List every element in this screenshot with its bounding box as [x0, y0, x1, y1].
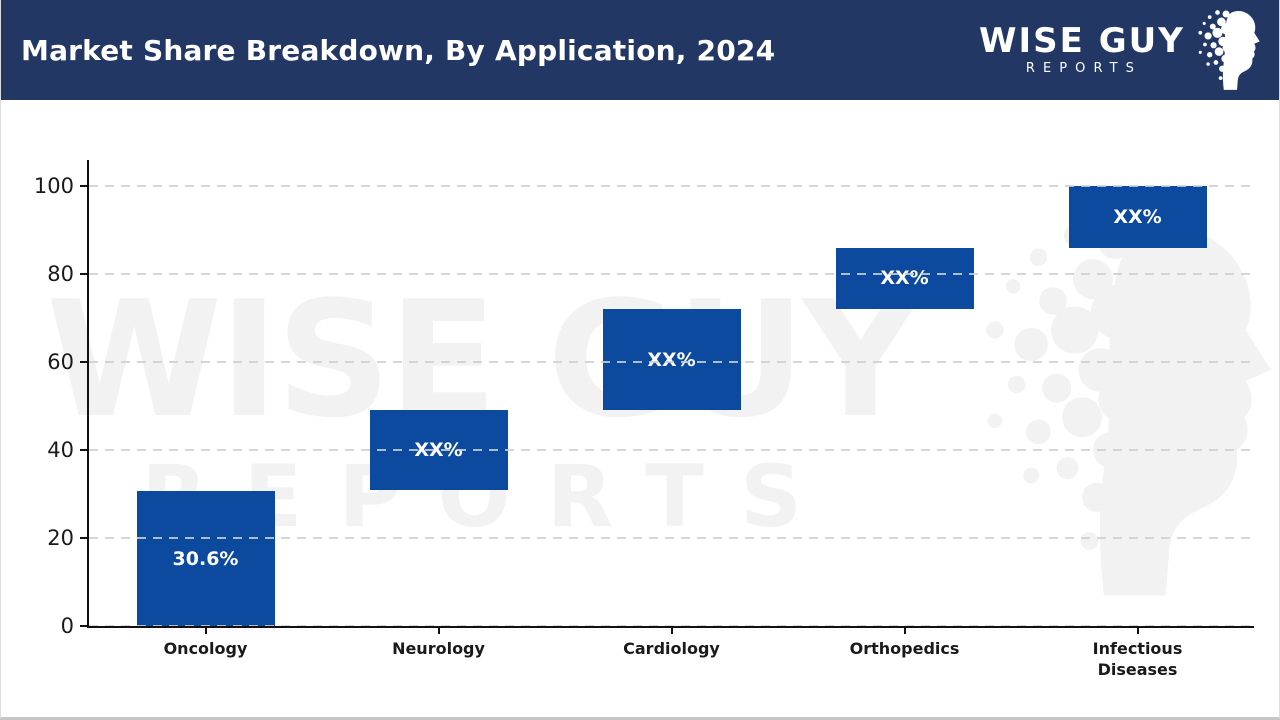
wiseguy-face-icon — [1187, 7, 1265, 93]
y-tick-label: 40 — [47, 438, 74, 462]
logo-wordmark: WISE GUY — [978, 20, 1185, 61]
y-tick-mark — [80, 625, 89, 627]
x-tick-mark — [1136, 626, 1139, 634]
x-tick-mark — [204, 626, 207, 634]
bar-segment: XX% — [602, 309, 741, 411]
wiseguy-logo: WISE GUY REPORTS — [979, 7, 1265, 93]
x-axis: Oncology Neurology Cardiology Orthopedics In… — [89, 626, 1254, 706]
y-tick-label: 100 — [33, 174, 74, 198]
bar-value-label: XX% — [647, 348, 696, 371]
y-tick-mark — [80, 273, 89, 275]
y-tick-label: 60 — [47, 350, 74, 374]
y-tick-mark — [80, 449, 89, 451]
y-tick-label: 80 — [47, 262, 74, 286]
gridline — [89, 185, 1254, 187]
gridline — [89, 361, 1254, 363]
chart-area: WISE GUY REPORTS 0 20 40 60 80 100 30.6% XX% XX… — [1, 100, 1279, 717]
gridline — [89, 273, 1254, 275]
page-title: Market Share Breakdown, By Application, … — [21, 33, 776, 67]
bar-segment: XX% — [1068, 186, 1207, 248]
x-category-label: Oncology — [163, 639, 248, 658]
x-tick-mark — [670, 626, 673, 634]
y-tick-mark — [80, 537, 89, 539]
bar-value-label: 30.6% — [172, 547, 239, 570]
x-category-label: Infectious Diseases — [1092, 639, 1183, 679]
x-category-label: Neurology — [392, 639, 485, 658]
bar-value-label: XX% — [1113, 205, 1162, 228]
header: Market Share Breakdown, By Application, … — [1, 0, 1279, 100]
logo-text: WISE GUY REPORTS — [978, 20, 1185, 77]
bar-segment: XX% — [835, 247, 974, 310]
y-tick-mark — [80, 185, 89, 187]
plot-area: 30.6% XX% XX% XX% XX% — [87, 160, 1254, 628]
bar-segment: 30.6% — [136, 491, 275, 626]
y-tick-label: 0 — [60, 614, 74, 638]
y-axis: 0 20 40 60 80 100 — [1, 164, 89, 638]
bar-value-label: XX% — [880, 267, 929, 290]
x-tick-mark — [437, 626, 440, 634]
gridline — [89, 537, 1254, 539]
y-tick-label: 20 — [47, 526, 74, 550]
x-category-label: Cardiology — [623, 639, 720, 658]
x-tick-mark — [903, 626, 906, 634]
x-category-label: Orthopedics — [849, 639, 960, 658]
y-tick-mark — [80, 361, 89, 363]
y-axis-spine — [87, 160, 89, 628]
logo-subtext: REPORTS — [1025, 61, 1142, 77]
gridline — [89, 449, 1254, 451]
